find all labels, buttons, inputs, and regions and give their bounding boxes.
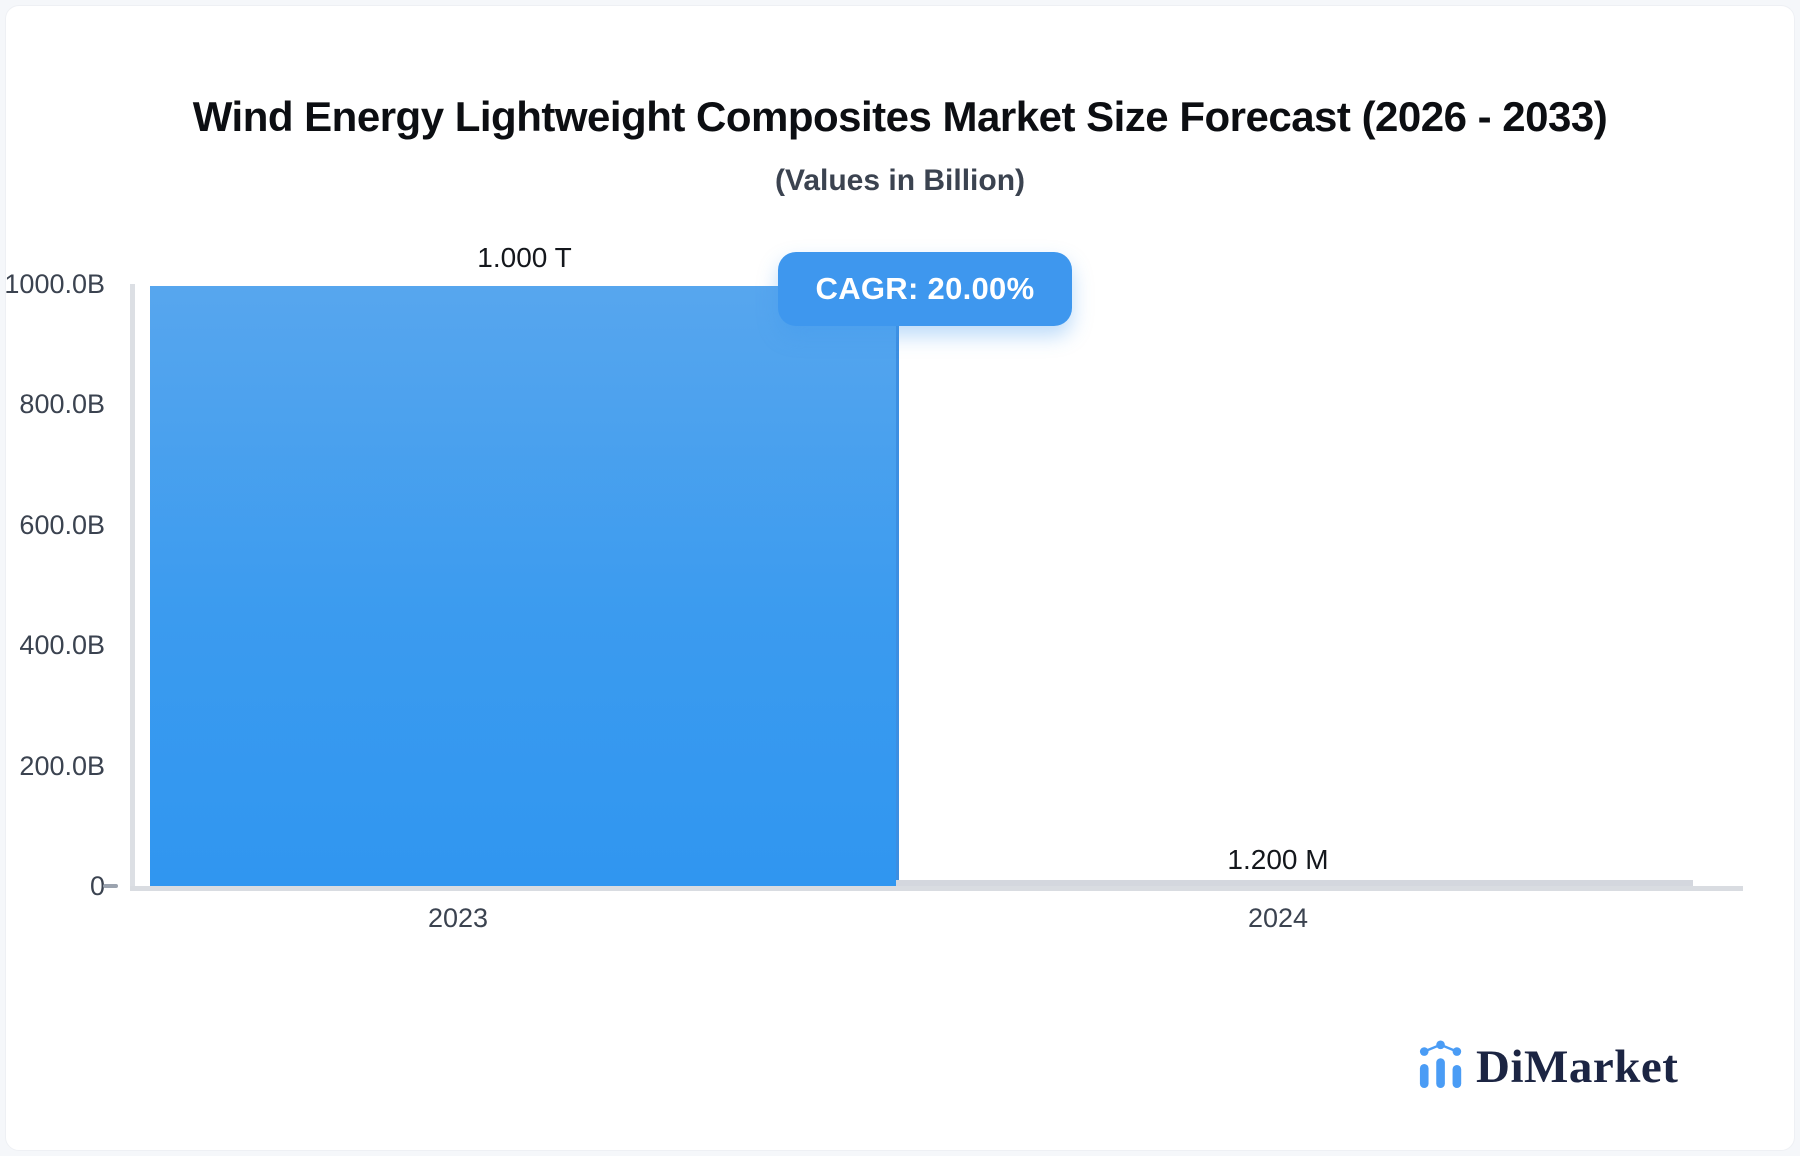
y-tick-label: 1000.0B bbox=[4, 269, 105, 299]
x-axis-baseline bbox=[130, 886, 1743, 891]
bar-value-label-2023: 1.000 T bbox=[477, 242, 572, 273]
zero-tick-mark bbox=[103, 884, 118, 888]
brand-name: DiMarket bbox=[1476, 1040, 1679, 1093]
y-tick-label: 600.0B bbox=[19, 510, 105, 540]
chart-title: Wind Energy Lightweight Composites Marke… bbox=[192, 93, 1608, 140]
cagr-badge: CAGR: 20.00% bbox=[778, 252, 1072, 326]
y-tick-label: 200.0B bbox=[19, 751, 105, 781]
bar-2024 bbox=[896, 880, 1693, 886]
x-axis-label-2023: 2023 bbox=[427, 903, 489, 933]
y-tick-label: 800.0B bbox=[19, 389, 105, 419]
chart-subtitle: (Values in Billion) bbox=[774, 164, 1026, 197]
y-axis-line bbox=[130, 284, 135, 891]
bar-2023 bbox=[150, 286, 899, 886]
bar-chart-logo-icon bbox=[1418, 1038, 1466, 1095]
x-axis-label-2024: 2024 bbox=[1247, 903, 1309, 933]
bar-value-label-2024: 1.200 M bbox=[1227, 844, 1329, 875]
y-tick-label: 0 bbox=[89, 871, 105, 901]
brand-logo: DiMarket bbox=[1418, 1038, 1678, 1095]
y-tick-label: 400.0B bbox=[19, 630, 105, 660]
